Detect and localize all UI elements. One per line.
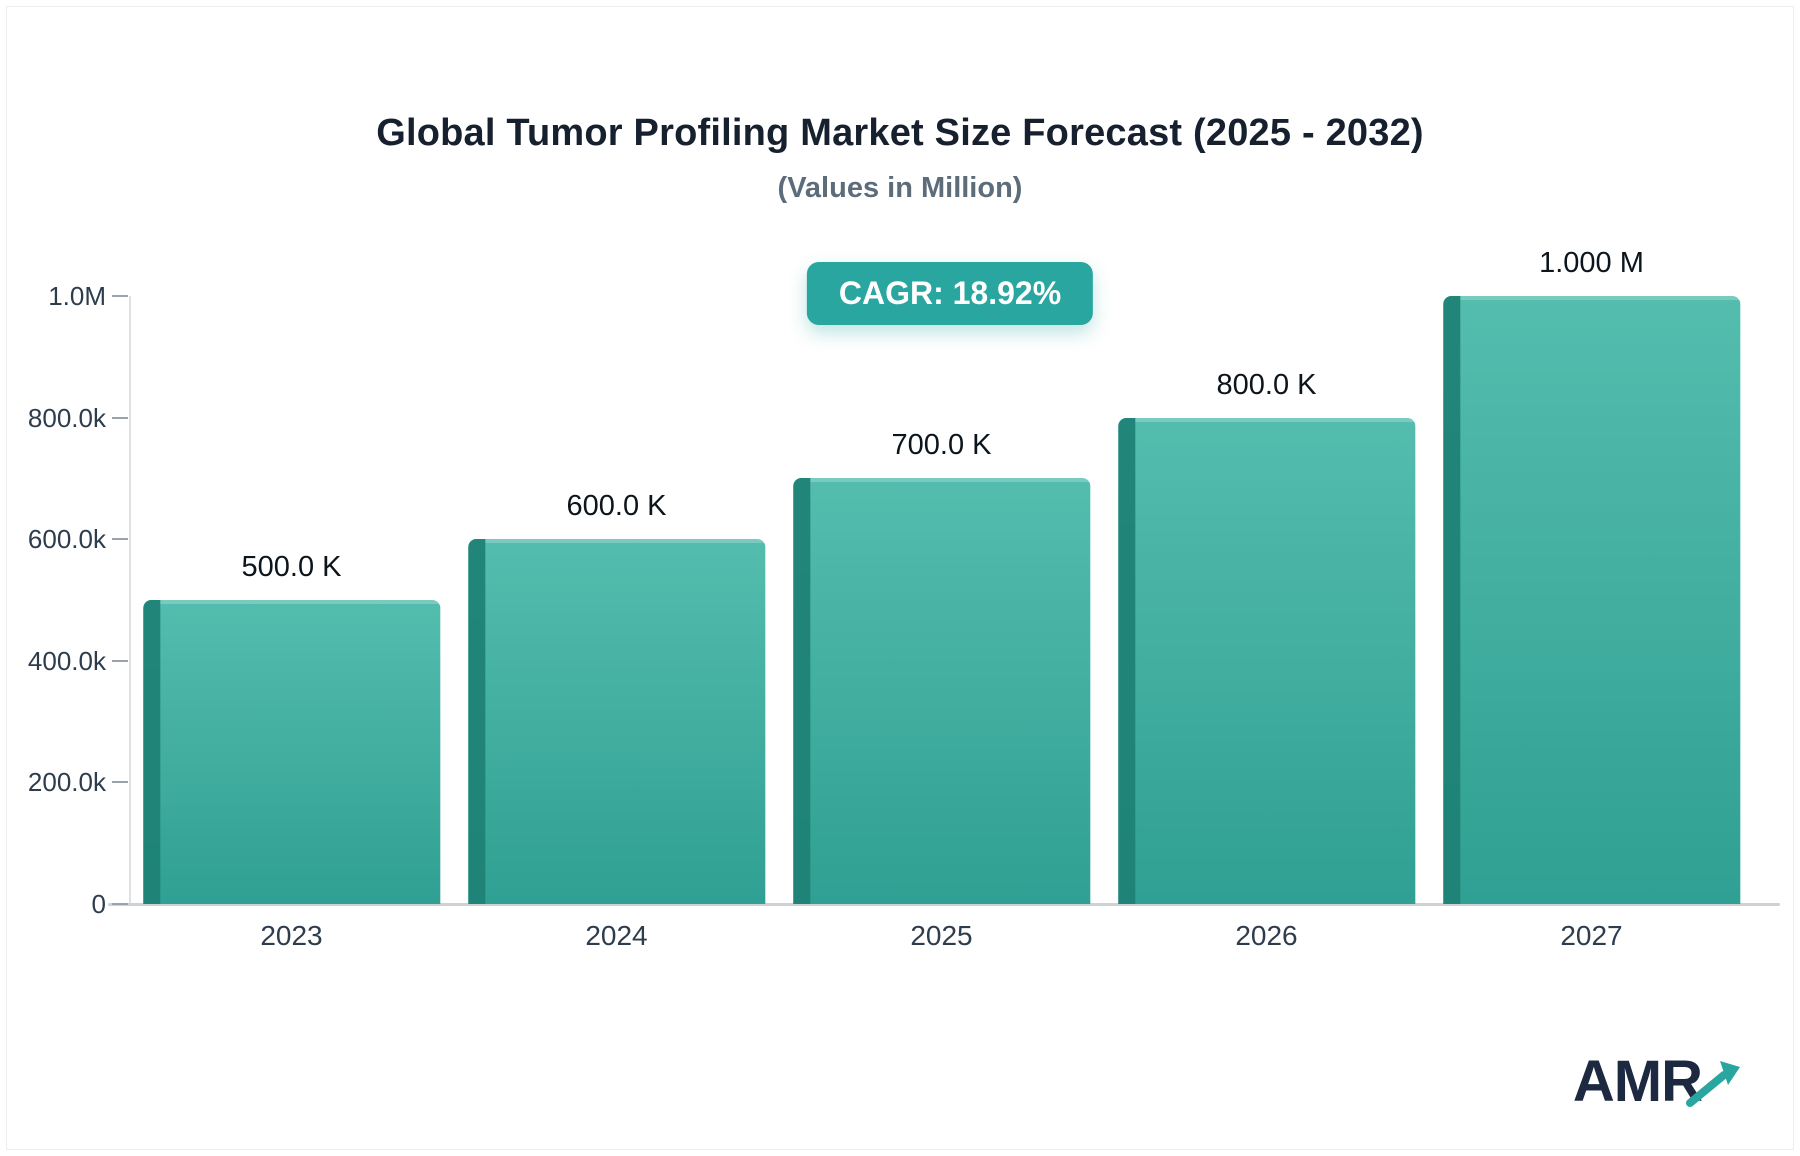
bar-value-label-2027: 1.000 M — [1539, 247, 1644, 279]
bar-slot-2025: 700.0 K — [779, 296, 1104, 904]
bar-2023 — [142, 600, 441, 904]
y-tick-mark — [112, 295, 128, 297]
amr-logo-arrow-icon — [1686, 1061, 1740, 1107]
chart-title: Global Tumor Profiling Market Size Forec… — [376, 112, 1424, 154]
bar-slot-2026: 800.0 K — [1104, 296, 1429, 905]
x-axis-label-2024: 2024 — [585, 920, 648, 951]
y-tick-label: 0 — [91, 889, 106, 919]
bar-value-label-2024: 600.0 K — [566, 490, 667, 523]
y-tick-mark — [112, 781, 128, 784]
x-axis-labels: 2023 2024 2025 2026 2027 — [129, 920, 1754, 952]
x-axis-label-2025: 2025 — [910, 920, 973, 951]
y-axis-line — [129, 296, 131, 904]
bar-value-label-2026: 800.0 K — [1216, 368, 1317, 401]
y-tick-mark — [112, 416, 128, 419]
bar-slot-2023: 500.0 K — [129, 296, 454, 904]
amr-logo-text: AMR — [1572, 1049, 1703, 1114]
chart-subtitle: (Values in Million) — [777, 172, 1023, 204]
x-axis-baseline — [108, 903, 1780, 906]
y-tick-label: 400.0k — [27, 645, 106, 676]
bars-container: 500.0 K 600.0 K 700.0 K 800.0 K 1.000 M — [129, 247, 1754, 905]
bar-value-label-2025: 700.0 K — [891, 429, 992, 462]
x-axis-label-2023: 2023 — [260, 920, 323, 951]
y-tick-mark — [112, 903, 128, 905]
cagr-badge: CAGR: 18.92% — [806, 262, 1094, 325]
x-axis-label-2026: 2026 — [1235, 920, 1298, 951]
y-tick-label: 200.0k — [27, 767, 106, 798]
bar-slot-2027: 1.000 M — [1429, 247, 1754, 904]
x-axis-label-2027: 2027 — [1560, 920, 1623, 951]
y-tick-mark — [112, 538, 128, 541]
y-tick-label: 1.0M — [48, 281, 106, 311]
bar-chart-plot-area: 500.0 K 600.0 K 700.0 K 800.0 K 1.000 M 0 200… — [28, 247, 1780, 918]
bar-slot-2024: 600.0 K — [454, 296, 779, 904]
y-tick-label: 600.0k — [27, 524, 106, 555]
y-tick-label: 800.0k — [27, 402, 106, 433]
bar-2026 — [1117, 417, 1416, 905]
bar-2025 — [792, 478, 1091, 904]
bar-value-label-2023: 500.0 K — [241, 551, 342, 583]
bar-2027 — [1442, 296, 1741, 904]
y-tick-mark — [112, 659, 128, 662]
bar-2024 — [467, 539, 766, 904]
amr-logo: AMR — [1573, 1048, 1742, 1115]
